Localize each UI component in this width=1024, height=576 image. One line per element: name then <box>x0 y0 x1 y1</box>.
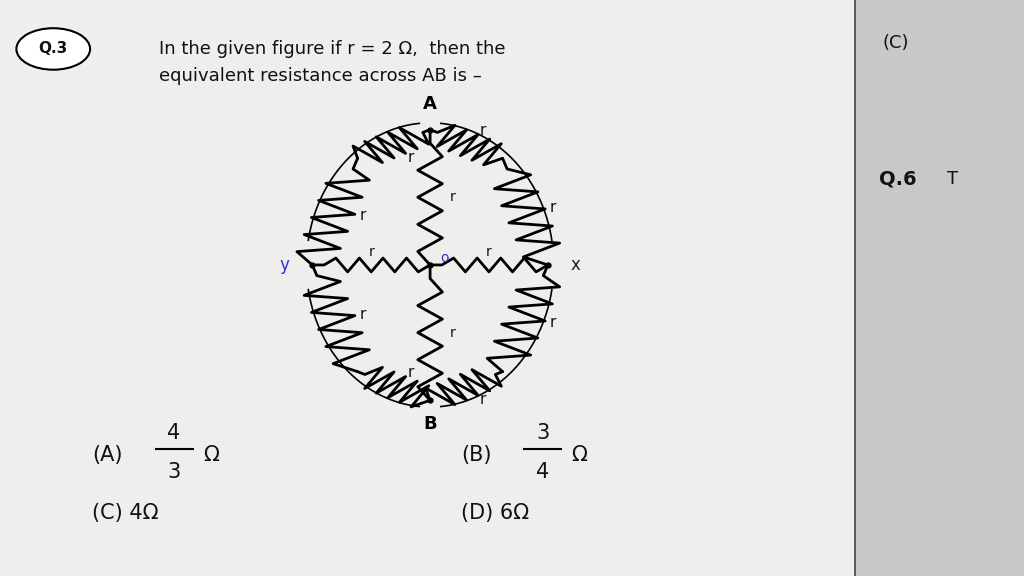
Text: In the given figure if r = 2 Ω,  then the: In the given figure if r = 2 Ω, then the <box>159 40 505 58</box>
Circle shape <box>16 28 90 70</box>
Text: r: r <box>359 307 366 322</box>
Text: r: r <box>550 200 556 215</box>
Text: r: r <box>369 245 374 259</box>
FancyBboxPatch shape <box>0 0 855 576</box>
Text: Q.3: Q.3 <box>39 41 68 56</box>
Text: r: r <box>479 123 486 138</box>
Text: 3: 3 <box>168 463 180 482</box>
Text: 3: 3 <box>537 423 549 443</box>
Text: (C) 4Ω: (C) 4Ω <box>92 503 159 522</box>
Text: (D) 6Ω: (D) 6Ω <box>461 503 529 522</box>
Text: r: r <box>359 208 366 223</box>
Text: x: x <box>570 256 581 274</box>
Text: B: B <box>423 415 437 433</box>
Text: A: A <box>423 96 437 113</box>
Text: r: r <box>479 392 486 407</box>
Text: (B): (B) <box>461 445 492 465</box>
Text: Ω: Ω <box>203 445 219 465</box>
Text: o: o <box>440 251 449 265</box>
Text: Ω: Ω <box>571 445 588 465</box>
Text: r: r <box>550 314 556 329</box>
Text: equivalent resistance across AB is –: equivalent resistance across AB is – <box>159 67 481 85</box>
Text: r: r <box>408 150 414 165</box>
Text: (A): (A) <box>92 445 123 465</box>
Text: r: r <box>450 190 456 204</box>
Text: r: r <box>408 365 414 380</box>
Text: r: r <box>450 325 456 340</box>
Text: r: r <box>486 245 492 259</box>
Text: T: T <box>947 169 958 188</box>
Text: 4: 4 <box>537 463 549 482</box>
Text: (C): (C) <box>883 34 909 52</box>
Text: 4: 4 <box>168 423 180 443</box>
FancyBboxPatch shape <box>855 0 1024 576</box>
Text: Q.6: Q.6 <box>879 169 916 188</box>
Text: y: y <box>280 256 290 274</box>
